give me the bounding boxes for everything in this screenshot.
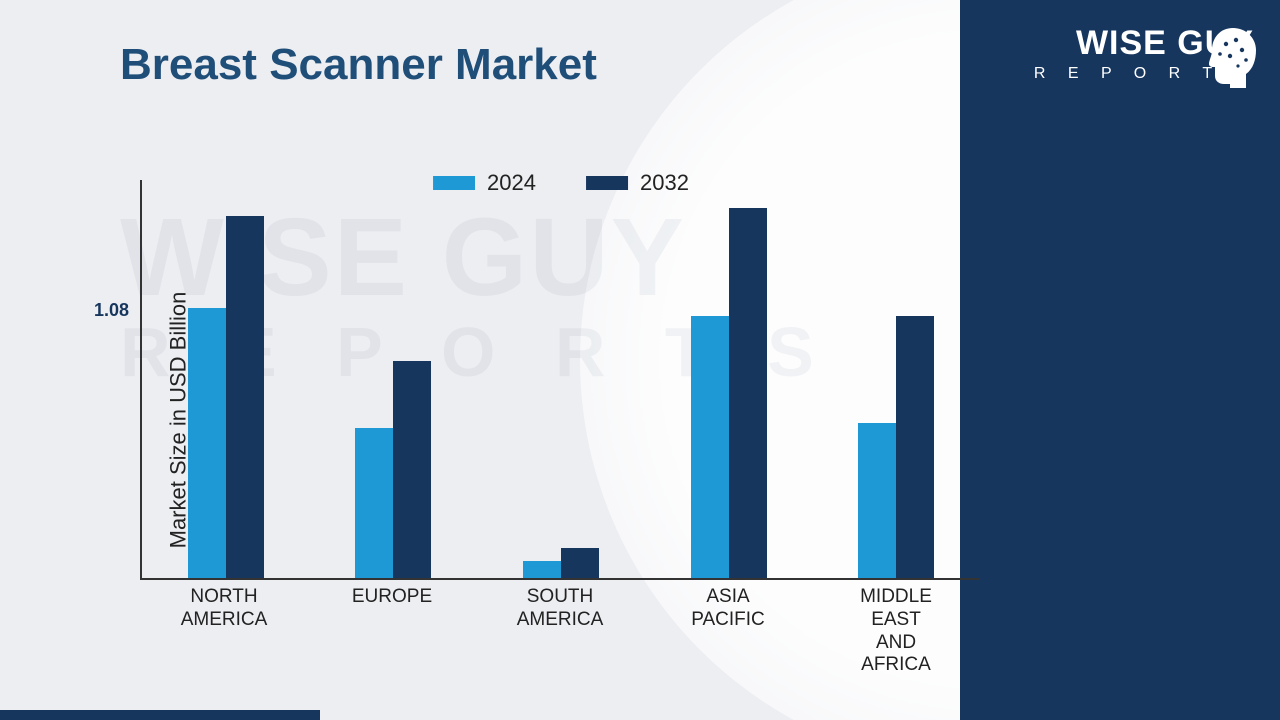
bar-2024 xyxy=(691,316,729,579)
x-axis-label: EUROPE xyxy=(322,586,462,677)
bar-2032 xyxy=(896,316,934,579)
bar-2024 xyxy=(188,308,226,578)
bar-group xyxy=(523,548,599,578)
x-axis-label: ASIAPACIFIC xyxy=(658,586,798,677)
canvas: Breast Scanner Market WISE GUY R E P O R… xyxy=(0,0,1280,720)
bar-2032 xyxy=(226,216,264,579)
brand-logo: WISE GUY R E P O R T S xyxy=(994,24,1254,83)
bar-2024 xyxy=(523,561,561,579)
x-axis-label: MIDDLEEASTANDAFRICA xyxy=(826,586,966,677)
bar-group xyxy=(858,316,934,579)
bottom-accent-bar xyxy=(0,710,320,720)
bar-2024 xyxy=(858,423,896,578)
x-axis-labels: NORTHAMERICA EUROPE SOUTHAMERICA ASIAPACIFI… xyxy=(140,586,980,677)
brand-head-icon xyxy=(1206,26,1260,88)
page-title: Breast Scanner Market xyxy=(120,40,597,90)
y-tick-label: 1.08 xyxy=(94,300,129,321)
x-axis-label: SOUTHAMERICA xyxy=(490,586,630,677)
bar-2032 xyxy=(393,361,431,579)
chart: Market Size in USD Billion 20242032 1.08… xyxy=(60,160,1020,680)
bar-2024 xyxy=(355,428,393,578)
plot-area: 20242032 1.08 xyxy=(140,180,980,580)
bar-2032 xyxy=(561,548,599,578)
bar-2032 xyxy=(729,208,767,578)
bar-group xyxy=(691,208,767,578)
bar-group xyxy=(188,216,264,579)
bar-group xyxy=(355,361,431,579)
bar-groups xyxy=(142,180,980,578)
x-axis-label: NORTHAMERICA xyxy=(154,586,294,677)
